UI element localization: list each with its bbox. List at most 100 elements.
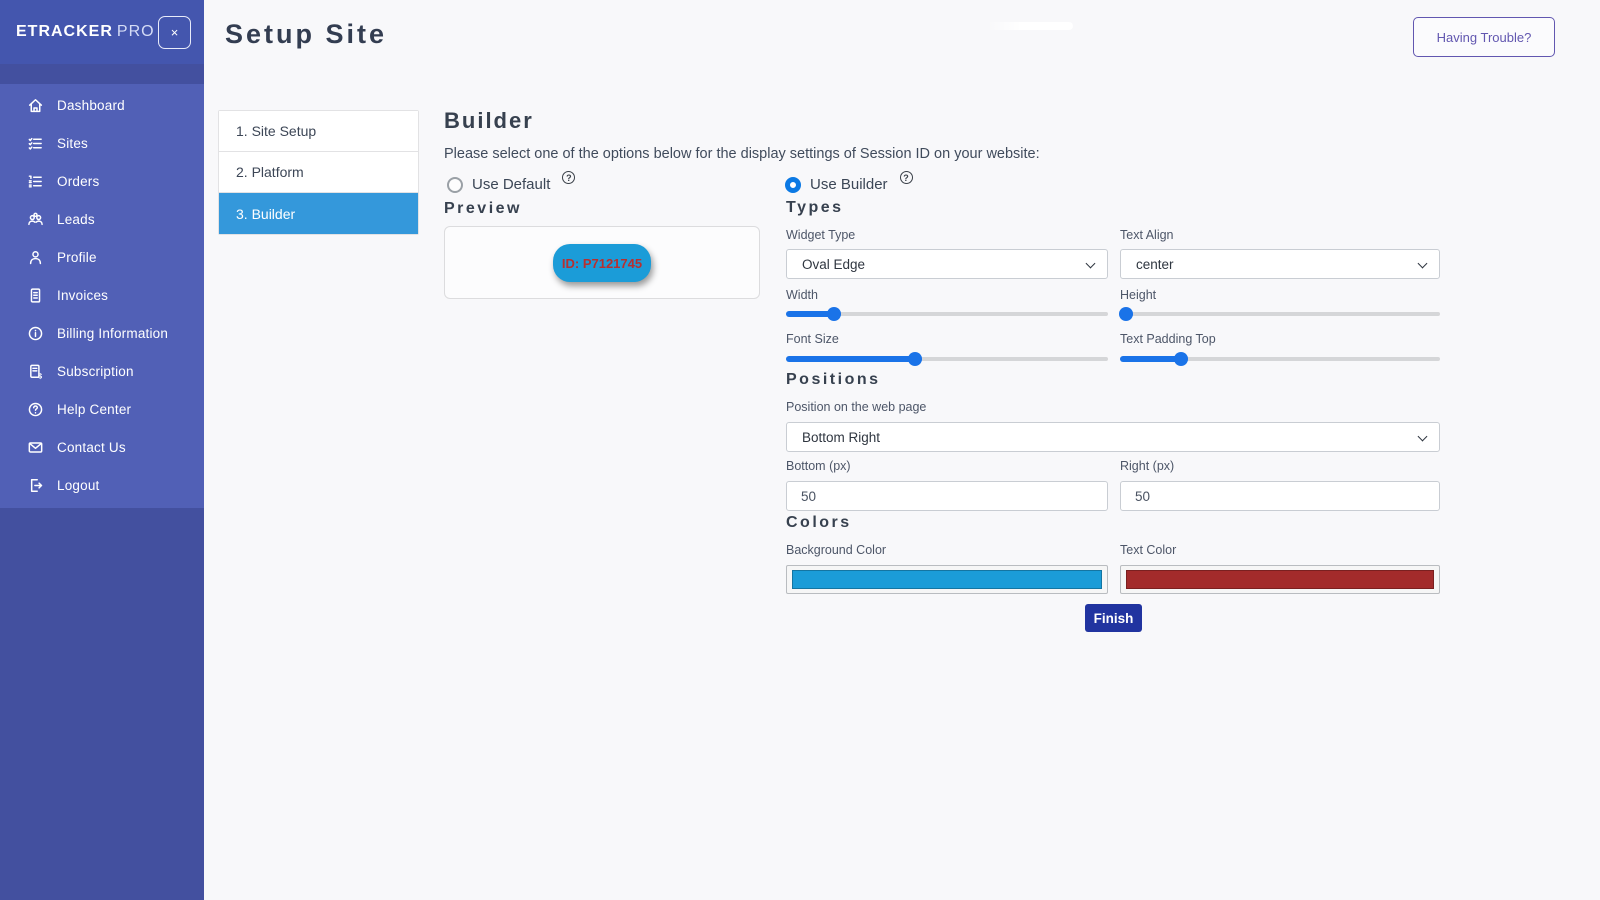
finish-button[interactable]: Finish: [1085, 604, 1142, 632]
having-trouble-button[interactable]: Having Trouble?: [1413, 17, 1555, 57]
wizard-step-label: 1. Site Setup: [236, 123, 317, 139]
users-icon: [28, 212, 43, 225]
sidebar-item-label: Leads: [57, 211, 95, 227]
builder-subtitle: Please select one of the options below f…: [444, 146, 1040, 162]
svg-text:$: $: [38, 373, 42, 379]
sidebar-item-label: Profile: [57, 249, 97, 265]
wizard-step-site-setup[interactable]: 1. Site Setup: [219, 111, 418, 152]
text-align-value: center: [1136, 256, 1174, 272]
sidebar-item-subscription[interactable]: $ Subscription: [0, 352, 204, 390]
builder-section-title: Builder: [444, 108, 534, 133]
width-slider[interactable]: [786, 306, 1108, 322]
sidebar-item-label: Help Center: [57, 401, 132, 417]
page-title: Setup Site: [225, 19, 388, 49]
sites-list-icon: [28, 137, 42, 150]
bottom-px-label: Bottom (px): [786, 459, 851, 473]
position-label: Position on the web page: [786, 400, 927, 414]
sidebar-item-label: Contact Us: [57, 439, 126, 455]
sidebar-close-button[interactable]: ×: [158, 15, 191, 49]
background-color-picker[interactable]: [786, 565, 1108, 594]
widget-type-select[interactable]: Oval Edge: [786, 249, 1108, 279]
invoice-icon: [30, 287, 41, 303]
wizard-step-label: 3. Builder: [236, 205, 296, 222]
session-id-badge: ID: P7121745: [553, 244, 651, 282]
sidebar-item-orders[interactable]: Orders: [0, 162, 204, 200]
home-icon: [28, 98, 43, 112]
use-default-option[interactable]: Use Default ?: [447, 171, 576, 193]
sidebar-item-profile[interactable]: Profile: [0, 238, 204, 276]
slider-fill: [1120, 356, 1188, 362]
text-color-picker[interactable]: [1120, 565, 1440, 594]
brand-suffix: PRO: [116, 23, 155, 40]
sidebar-item-label: Billing Information: [57, 325, 169, 341]
preview-panel: ID: P7121745: [444, 226, 760, 299]
chevron-down-icon: [1085, 258, 1096, 269]
slider-track: [1120, 357, 1440, 361]
use-builder-option[interactable]: Use Builder ?: [785, 171, 913, 193]
slider-fill: [786, 356, 922, 362]
sidebar-item-label: Dashboard: [57, 97, 125, 113]
colors-title: Colors: [786, 514, 852, 531]
chevron-down-icon: [1417, 258, 1428, 269]
slider-thumb[interactable]: [1173, 352, 1188, 366]
slider-thumb[interactable]: [1119, 307, 1134, 321]
logout-icon: [30, 478, 43, 492]
close-icon: ×: [170, 24, 179, 40]
right-px-input[interactable]: [1120, 481, 1440, 511]
sidebar-item-logout[interactable]: Logout: [0, 466, 204, 504]
sidebar-item-billing-information[interactable]: Billing Information: [0, 314, 204, 352]
sidebar-item-invoices[interactable]: Invoices: [0, 276, 204, 314]
envelope-icon: [28, 441, 43, 453]
sidebar-header: ETRACKER PRO ×: [0, 0, 204, 64]
sidebar-nav: Dashboard Sites Orders Leads Profile Inv…: [0, 84, 204, 508]
having-trouble-label: Having Trouble?: [1436, 29, 1532, 45]
text-align-select[interactable]: center: [1120, 249, 1440, 279]
text-align-label: Text Align: [1120, 228, 1174, 242]
height-slider[interactable]: [1119, 306, 1440, 322]
slider-thumb[interactable]: [907, 352, 922, 366]
help-tooltip-icon[interactable]: ?: [899, 171, 913, 184]
wizard-step-label: 2. Platform: [236, 164, 304, 180]
height-label: Height: [1120, 288, 1157, 302]
brand-name: ETRACKER: [16, 23, 113, 40]
sidebar-item-contact-us[interactable]: Contact Us: [0, 428, 204, 466]
sidebar-item-leads[interactable]: Leads: [0, 200, 204, 238]
sidebar-item-label: Invoices: [57, 287, 109, 303]
text-color-label: Text Color: [1120, 543, 1177, 557]
use-default-radio[interactable]: [447, 176, 463, 193]
sidebar-item-label: Logout: [57, 477, 100, 493]
use-builder-radio[interactable]: [785, 176, 801, 193]
slider-track: [1120, 312, 1440, 316]
user-icon: [29, 250, 42, 264]
sidebar-item-sites[interactable]: Sites: [0, 124, 204, 162]
text-padding-top-slider[interactable]: [1120, 351, 1440, 367]
background-color-swatch: [792, 570, 1102, 589]
sidebar-item-label: Orders: [57, 173, 100, 189]
positions-title: Positions: [786, 371, 881, 388]
sidebar-item-label: Subscription: [57, 363, 134, 379]
sidebar-item-help-center[interactable]: Help Center: [0, 390, 204, 428]
header-highlight-bar: [987, 22, 1073, 30]
font-size-label: Font Size: [786, 332, 839, 346]
info-circle-icon: [28, 326, 43, 340]
position-select[interactable]: Bottom Right: [786, 422, 1440, 452]
setup-wizard-steps: 1. Site Setup 2. Platform 3. Builder: [218, 110, 419, 235]
slider-thumb[interactable]: [827, 307, 842, 321]
chevron-down-icon: [1417, 431, 1428, 442]
text-color-swatch: [1126, 570, 1434, 589]
ordered-list-icon: [28, 174, 42, 188]
help-tooltip-icon[interactable]: ?: [562, 171, 576, 184]
background-color-label: Background Color: [786, 543, 887, 557]
subscription-icon: $: [30, 364, 42, 380]
width-label: Width: [786, 288, 818, 302]
font-size-slider[interactable]: [786, 351, 1108, 367]
wizard-step-builder[interactable]: 3. Builder: [219, 193, 418, 234]
slider-fill: [786, 311, 842, 317]
bottom-px-input[interactable]: [786, 481, 1108, 511]
types-title: Types: [786, 199, 844, 216]
sidebar-item-dashboard[interactable]: Dashboard: [0, 86, 204, 124]
slider-track: [786, 357, 1108, 361]
wizard-step-platform[interactable]: 2. Platform: [219, 152, 418, 193]
widget-type-value: Oval Edge: [802, 256, 866, 272]
